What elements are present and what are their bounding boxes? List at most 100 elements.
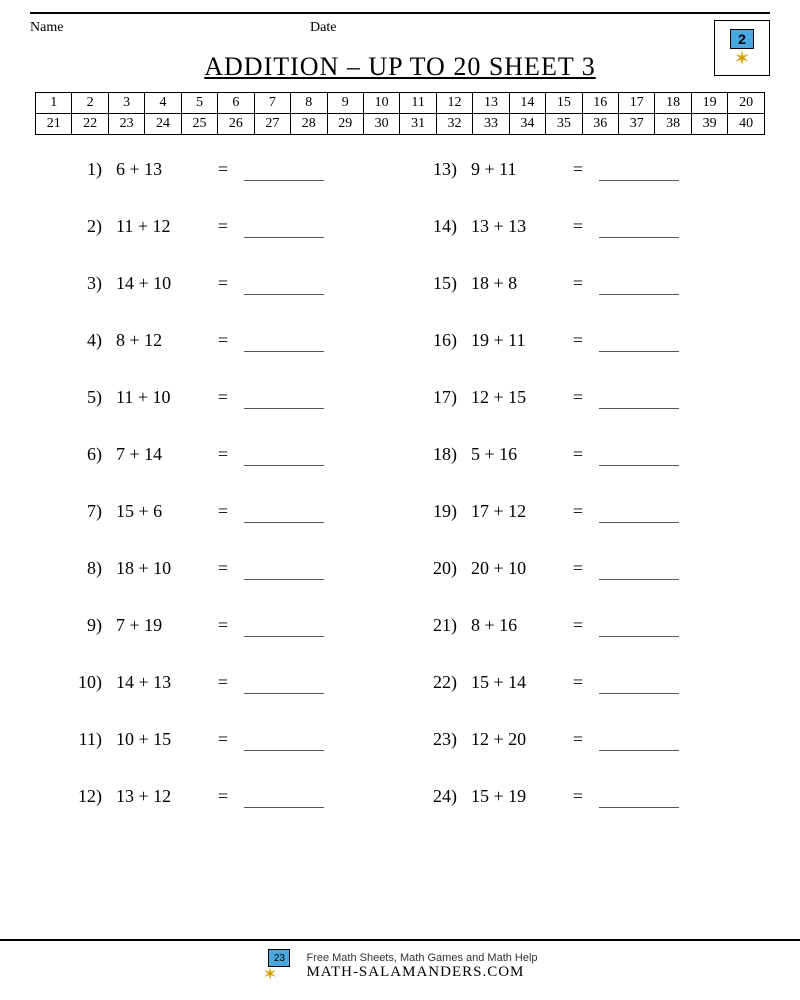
problem-number: 4) <box>60 330 108 351</box>
grid-cell: 7 <box>254 93 290 114</box>
problem-number: 9) <box>60 615 108 636</box>
grid-cell: 36 <box>582 114 618 135</box>
problem-row: 1)6 + 13= <box>60 155 385 180</box>
problem-expression: 20 + 10 <box>463 558 563 579</box>
equals-sign: = <box>563 615 593 636</box>
problem-row: 17)12 + 15= <box>415 383 740 408</box>
equals-sign: = <box>563 387 593 408</box>
problem-expression: 13 + 13 <box>463 216 563 237</box>
grid-cell: 17 <box>619 93 655 114</box>
answer-blank[interactable] <box>244 503 324 523</box>
equals-sign: = <box>208 273 238 294</box>
problem-expression: 19 + 11 <box>463 330 563 351</box>
equals-sign: = <box>563 729 593 750</box>
answer-blank[interactable] <box>244 560 324 580</box>
problem-row: 21)8 + 16= <box>415 611 740 636</box>
answer-blank[interactable] <box>599 674 679 694</box>
problem-number: 21) <box>415 615 463 636</box>
grade-number: 2 <box>730 29 754 49</box>
answer-blank[interactable] <box>244 275 324 295</box>
answer-blank[interactable] <box>599 389 679 409</box>
problem-number: 24) <box>415 786 463 807</box>
grid-cell: 25 <box>181 114 217 135</box>
answer-blank[interactable] <box>244 446 324 466</box>
problem-expression: 7 + 19 <box>108 615 208 636</box>
grid-cell: 38 <box>655 114 691 135</box>
grid-cell: 19 <box>691 93 727 114</box>
equals-sign: = <box>563 216 593 237</box>
equals-sign: = <box>208 558 238 579</box>
answer-blank[interactable] <box>244 161 324 181</box>
answer-blank[interactable] <box>599 731 679 751</box>
answer-blank[interactable] <box>599 446 679 466</box>
problem-row: 4)8 + 12= <box>60 326 385 351</box>
problem-row: 6)7 + 14= <box>60 440 385 465</box>
grid-cell: 11 <box>400 93 436 114</box>
grid-cell: 28 <box>291 114 327 135</box>
problem-number: 5) <box>60 387 108 408</box>
grid-cell: 22 <box>72 114 108 135</box>
answer-blank[interactable] <box>599 332 679 352</box>
equals-sign: = <box>563 558 593 579</box>
answer-blank[interactable] <box>244 731 324 751</box>
answer-blank[interactable] <box>599 161 679 181</box>
problem-expression: 17 + 12 <box>463 501 563 522</box>
answer-blank[interactable] <box>244 332 324 352</box>
problem-expression: 10 + 15 <box>108 729 208 750</box>
equals-sign: = <box>563 444 593 465</box>
grid-cell: 21 <box>36 114 72 135</box>
answer-blank[interactable] <box>599 275 679 295</box>
answer-blank[interactable] <box>244 617 324 637</box>
grid-cell: 18 <box>655 93 691 114</box>
worksheet-title: ADDITION – UP TO 20 SHEET 3 <box>30 52 770 82</box>
problem-number: 11) <box>60 729 108 750</box>
answer-blank[interactable] <box>599 560 679 580</box>
equals-sign: = <box>208 159 238 180</box>
date-label: Date <box>310 20 336 36</box>
grid-cell: 10 <box>363 93 399 114</box>
answer-blank[interactable] <box>599 617 679 637</box>
problem-row: 5)11 + 10= <box>60 383 385 408</box>
footer-logo: 23 ✶ <box>262 949 296 983</box>
worksheet-page: Name Date 2 ✶ ADDITION – UP TO 20 SHEET … <box>0 0 800 1000</box>
problem-row: 20)20 + 10= <box>415 554 740 579</box>
problems-column-right: 13)9 + 11=14)13 + 13=15)18 + 8=16)19 + 1… <box>415 155 740 839</box>
grid-cell: 6 <box>218 93 254 114</box>
answer-blank[interactable] <box>244 674 324 694</box>
grid-cell: 9 <box>327 93 363 114</box>
answer-blank[interactable] <box>599 503 679 523</box>
problem-number: 13) <box>415 159 463 180</box>
problem-row: 12)13 + 12= <box>60 782 385 807</box>
problem-expression: 18 + 8 <box>463 273 563 294</box>
answer-blank[interactable] <box>244 218 324 238</box>
problem-expression: 15 + 6 <box>108 501 208 522</box>
grid-cell: 32 <box>436 114 472 135</box>
grid-cell: 37 <box>619 114 655 135</box>
problem-number: 19) <box>415 501 463 522</box>
problem-expression: 9 + 11 <box>463 159 563 180</box>
header-row: Name Date 2 ✶ <box>30 20 770 46</box>
footer: 23 ✶ Free Math Sheets, Math Games and Ma… <box>0 939 800 988</box>
equals-sign: = <box>208 444 238 465</box>
problem-number: 14) <box>415 216 463 237</box>
problem-number: 2) <box>60 216 108 237</box>
grid-cell: 34 <box>509 114 545 135</box>
grid-cell: 15 <box>546 93 582 114</box>
grid-cell: 13 <box>473 93 509 114</box>
grid-cell: 4 <box>145 93 181 114</box>
answer-blank[interactable] <box>599 788 679 808</box>
problem-number: 8) <box>60 558 108 579</box>
answer-blank[interactable] <box>599 218 679 238</box>
problem-expression: 12 + 20 <box>463 729 563 750</box>
problem-row: 13)9 + 11= <box>415 155 740 180</box>
problem-row: 3)14 + 10= <box>60 269 385 294</box>
problem-row: 10)14 + 13= <box>60 668 385 693</box>
problem-expression: 6 + 13 <box>108 159 208 180</box>
answer-blank[interactable] <box>244 389 324 409</box>
problem-row: 7)15 + 6= <box>60 497 385 522</box>
problem-number: 1) <box>60 159 108 180</box>
grid-cell: 31 <box>400 114 436 135</box>
problem-expression: 11 + 12 <box>108 216 208 237</box>
grid-cell: 33 <box>473 114 509 135</box>
answer-blank[interactable] <box>244 788 324 808</box>
